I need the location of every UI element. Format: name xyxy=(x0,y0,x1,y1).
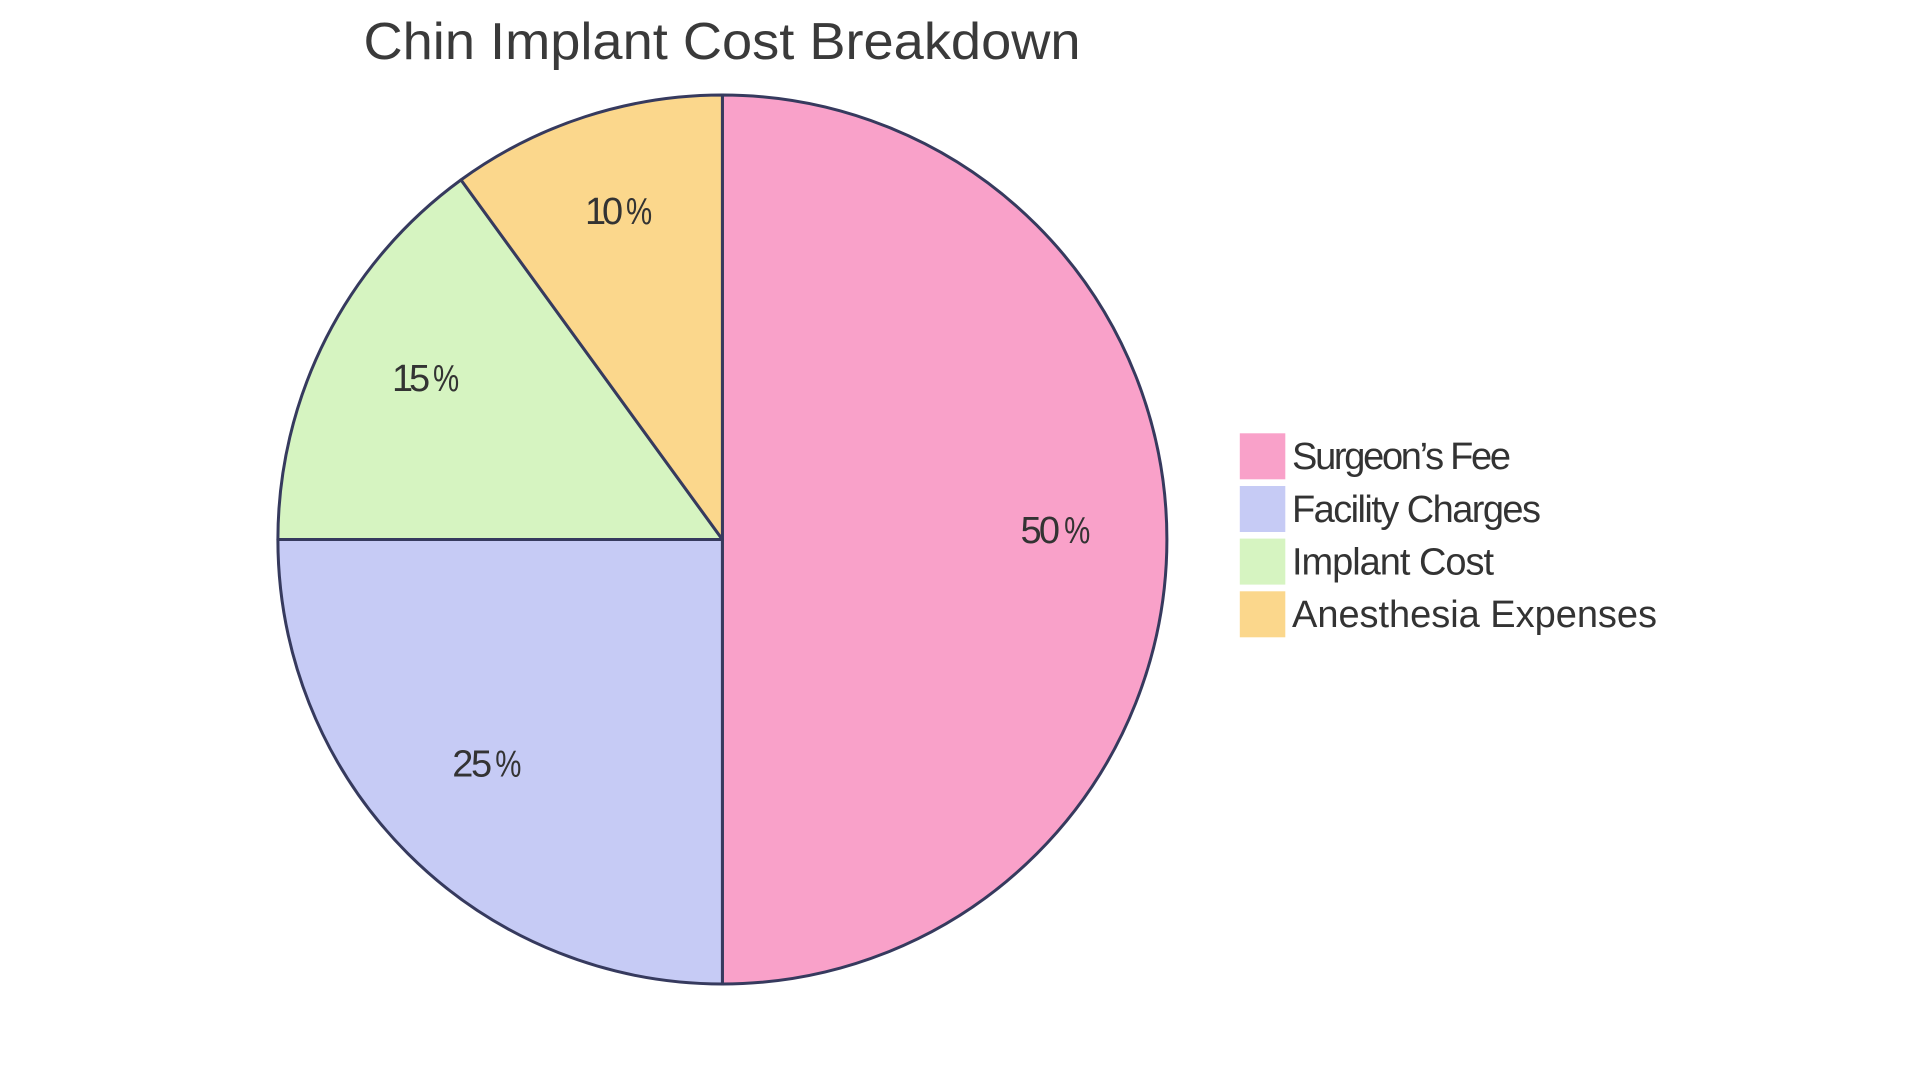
svg-text:Anesthesia Expenses: Anesthesia Expenses xyxy=(1292,594,1657,636)
svg-text:0: 0 xyxy=(1039,510,1060,552)
svg-text:5: 5 xyxy=(409,358,430,400)
svg-text:%: % xyxy=(1064,509,1090,551)
svg-text:Facility Charges: Facility Charges xyxy=(1292,489,1541,531)
svg-text:1: 1 xyxy=(585,191,606,233)
svg-text:5: 5 xyxy=(471,744,492,786)
svg-text:%: % xyxy=(433,357,459,399)
svg-text:Chin Implant Cost Breakdown: Chin Implant Cost Breakdown xyxy=(364,13,1081,71)
svg-text:5: 5 xyxy=(1021,510,1042,552)
svg-text:2: 2 xyxy=(452,744,473,786)
svg-text:%: % xyxy=(626,190,652,232)
svg-text:Implant Cost: Implant Cost xyxy=(1292,541,1494,583)
svg-text:Surgeon’s Fee: Surgeon’s Fee xyxy=(1292,436,1511,478)
svg-text:%: % xyxy=(495,743,521,785)
svg-text:1: 1 xyxy=(392,358,413,400)
svg-text:0: 0 xyxy=(602,191,623,233)
